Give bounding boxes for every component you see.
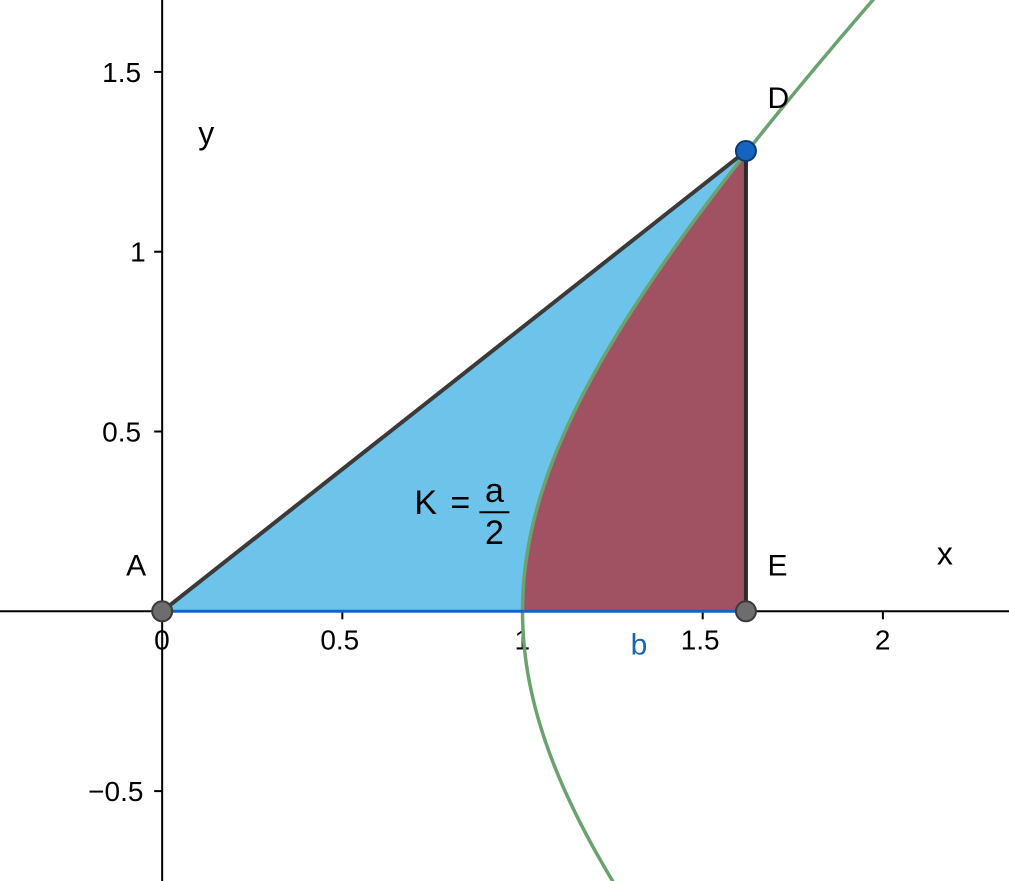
y-tick-label: 0.5 bbox=[102, 417, 141, 448]
x-tick-label: 0.5 bbox=[320, 624, 359, 655]
formula-num: a bbox=[485, 472, 504, 510]
point-e bbox=[736, 601, 756, 621]
y-tick-label: 1 bbox=[130, 237, 146, 268]
x-tick-label: 0 bbox=[154, 624, 170, 655]
x-axis-label: x bbox=[937, 536, 953, 572]
point-label-e: E bbox=[768, 549, 788, 582]
x-tick-label: 2 bbox=[875, 624, 891, 655]
b-label: b bbox=[631, 628, 648, 661]
formula-eq: = bbox=[450, 484, 470, 522]
formula-den: 2 bbox=[485, 514, 504, 552]
point-d bbox=[736, 141, 756, 161]
y-tick-label: 1.5 bbox=[102, 57, 141, 88]
point-a bbox=[152, 601, 172, 621]
point-label-a: A bbox=[126, 549, 146, 582]
y-tick-label: −0.5 bbox=[88, 776, 143, 807]
formula-K: K bbox=[414, 484, 437, 522]
point-label-d: D bbox=[768, 82, 790, 115]
plot-canvas: 00.511.52−0.50.511.5xyADEbK=a2 bbox=[0, 0, 1009, 881]
x-tick-label: 1.5 bbox=[681, 624, 720, 655]
y-axis-label: y bbox=[198, 115, 214, 151]
